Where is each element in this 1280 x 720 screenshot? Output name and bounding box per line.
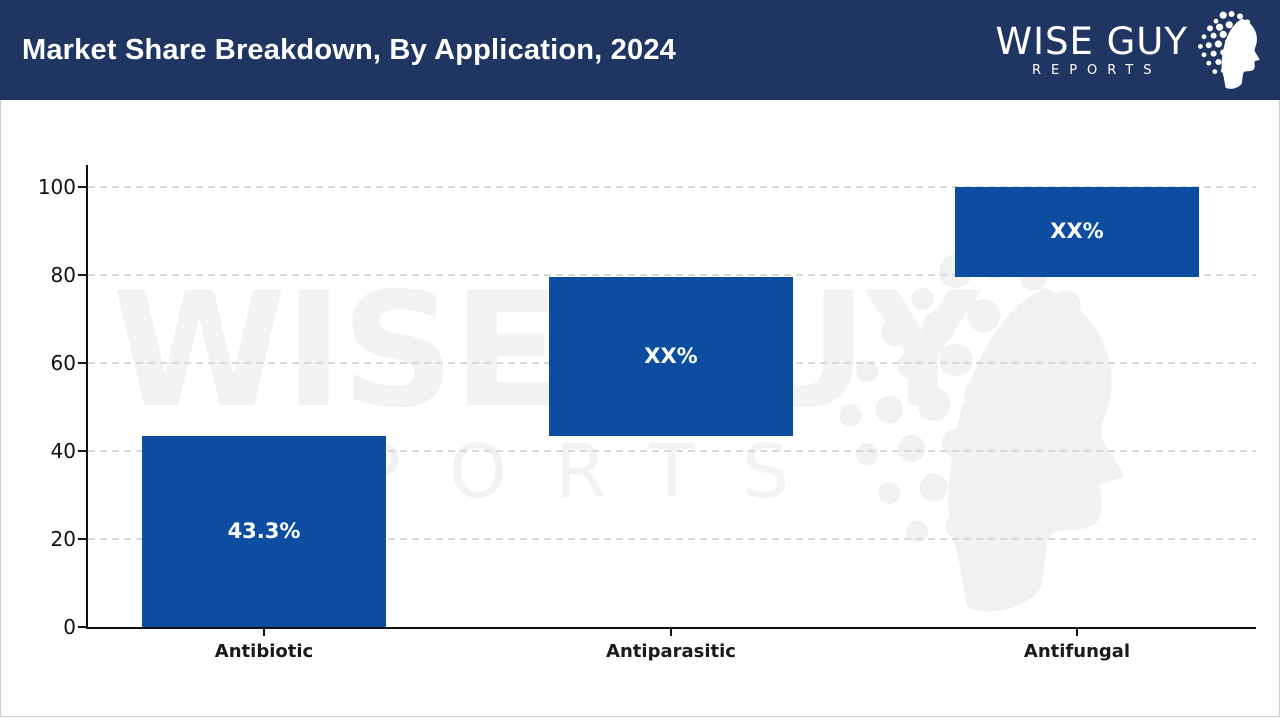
y-tick-mark-40 xyxy=(78,450,88,452)
header-bar: Market Share Breakdown, By Application, … xyxy=(0,0,1280,100)
y-tick-mark-0 xyxy=(78,626,88,628)
logo-text-reports: REPORTS xyxy=(1031,63,1162,78)
bar-antiparasitic xyxy=(549,277,793,437)
x-category-label-antibiotic: Antibiotic xyxy=(214,641,314,662)
y-tick-label-80: 80 xyxy=(50,263,76,287)
x-category-label-antiparasitic: Antiparasitic xyxy=(606,641,736,662)
y-tick-label-20: 20 xyxy=(50,527,76,551)
x-category-label-antifungal: Antifungal xyxy=(1023,641,1131,662)
gridline-80 xyxy=(88,274,1256,276)
y-tick-mark-20 xyxy=(78,538,88,540)
gridline-20 xyxy=(88,538,1256,540)
y-tick-mark-100 xyxy=(78,186,88,188)
y-tick-label-100: 100 xyxy=(37,175,76,199)
gridline-40 xyxy=(88,450,1256,452)
gridline-100 xyxy=(88,186,1256,188)
y-tick-label-40: 40 xyxy=(50,439,76,463)
bar-value-label-antifungal: XX% xyxy=(1050,219,1104,244)
y-tick-mark-80 xyxy=(78,274,88,276)
y-axis-line xyxy=(86,165,88,629)
x-tick-mark-antibiotic xyxy=(263,629,265,636)
y-tick-label-0: 0 xyxy=(63,615,76,639)
bar-antibiotic xyxy=(142,436,386,627)
wiseguy-logo: WISE GUY REPORTS xyxy=(996,7,1280,93)
bar-value-label-antiparasitic: XX% xyxy=(644,343,698,368)
x-tick-mark-antiparasitic xyxy=(670,629,672,636)
logo-text-wise-guy: WISE GUY xyxy=(995,20,1188,63)
page-title: Market Share Breakdown, By Application, … xyxy=(22,33,676,66)
bar-value-label-antibiotic: 43.3% xyxy=(227,518,301,543)
x-axis-line xyxy=(86,627,1256,629)
wiseguy-face-icon xyxy=(1198,11,1260,89)
x-tick-mark-antifungal xyxy=(1076,629,1078,636)
y-tick-mark-60 xyxy=(78,362,88,364)
y-tick-label-60: 60 xyxy=(50,351,76,375)
